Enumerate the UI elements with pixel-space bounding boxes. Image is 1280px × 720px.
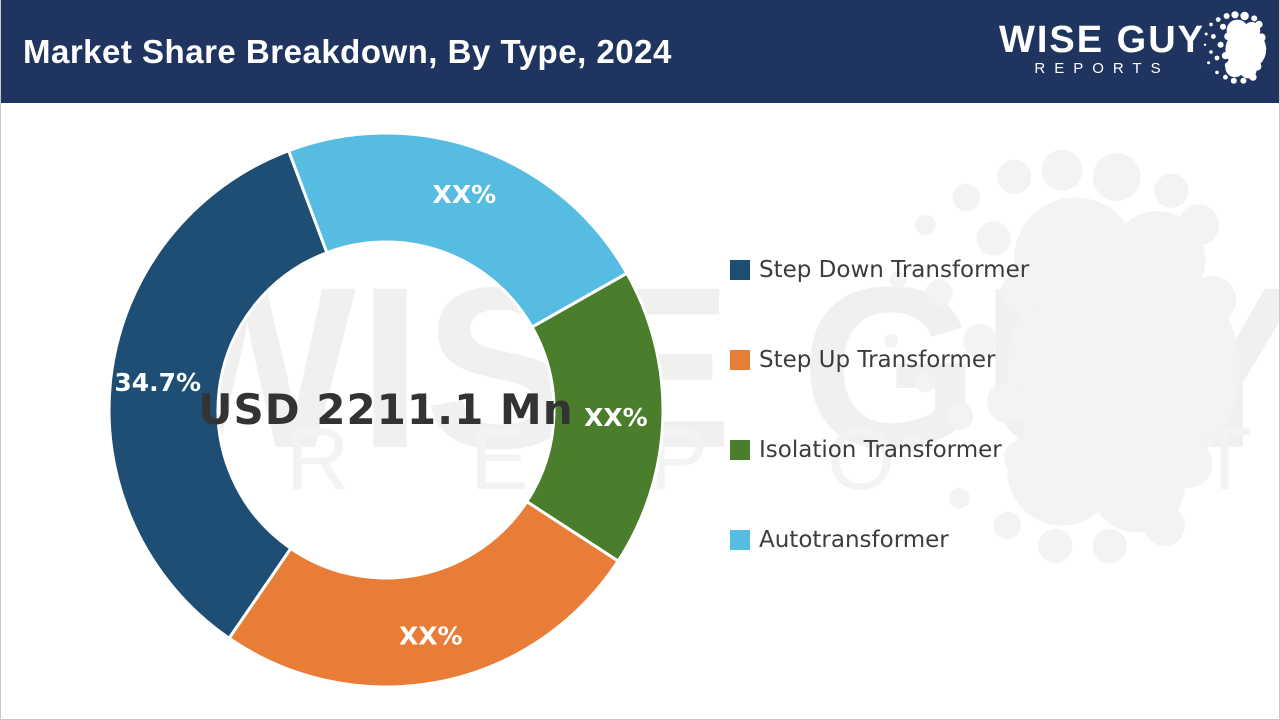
logo-subtitle: REPORTS xyxy=(1034,60,1170,77)
logo-face-icon xyxy=(1203,11,1267,84)
page-title: Market Share Breakdown, By Type, 2024 xyxy=(23,33,672,70)
legend-swatch xyxy=(730,440,750,460)
donut-segment-step-down-transformer[interactable] xyxy=(107,148,329,641)
chart-legend: Step Down Transformer Step Up Transformer… xyxy=(730,256,1029,554)
donut-chart: 34.7% XX% XX% XX% USD 2211.1 Mn xyxy=(86,110,686,710)
segment-value-label: XX% xyxy=(433,180,497,209)
legend-label: Step Up Transformer xyxy=(759,347,996,373)
donut-center-label: USD 2211.1 Mn xyxy=(198,385,573,434)
legend-item-autotransformer[interactable]: Autotransformer xyxy=(730,526,1029,554)
legend-item-step-down-transformer[interactable]: Step Down Transformer xyxy=(730,256,1029,284)
donut-segment-autotransformer[interactable] xyxy=(286,131,629,330)
legend-label: Step Down Transformer xyxy=(759,257,1030,283)
legend-item-isolation-transformer[interactable]: Isolation Transformer xyxy=(730,436,1029,464)
wise-guy-logo: WISE GUY REPORTS xyxy=(999,8,1267,98)
segment-value-label: XX% xyxy=(399,622,463,651)
segment-value-label: XX% xyxy=(584,403,648,432)
donut-segment-step-up-transformer[interactable] xyxy=(227,499,621,689)
legend-swatch xyxy=(730,530,750,550)
legend-label: Isolation Transformer xyxy=(759,437,1002,463)
header-bar: Market Share Breakdown, By Type, 2024 WI… xyxy=(1,0,1279,103)
legend-swatch xyxy=(730,350,750,370)
logo-wordmark: WISE GUY xyxy=(998,19,1205,61)
legend-label: Autotransformer xyxy=(759,527,949,553)
legend-item-step-up-transformer[interactable]: Step Up Transformer xyxy=(730,346,1029,374)
legend-swatch xyxy=(730,260,750,280)
segment-value-label: 34.7% xyxy=(114,368,201,397)
